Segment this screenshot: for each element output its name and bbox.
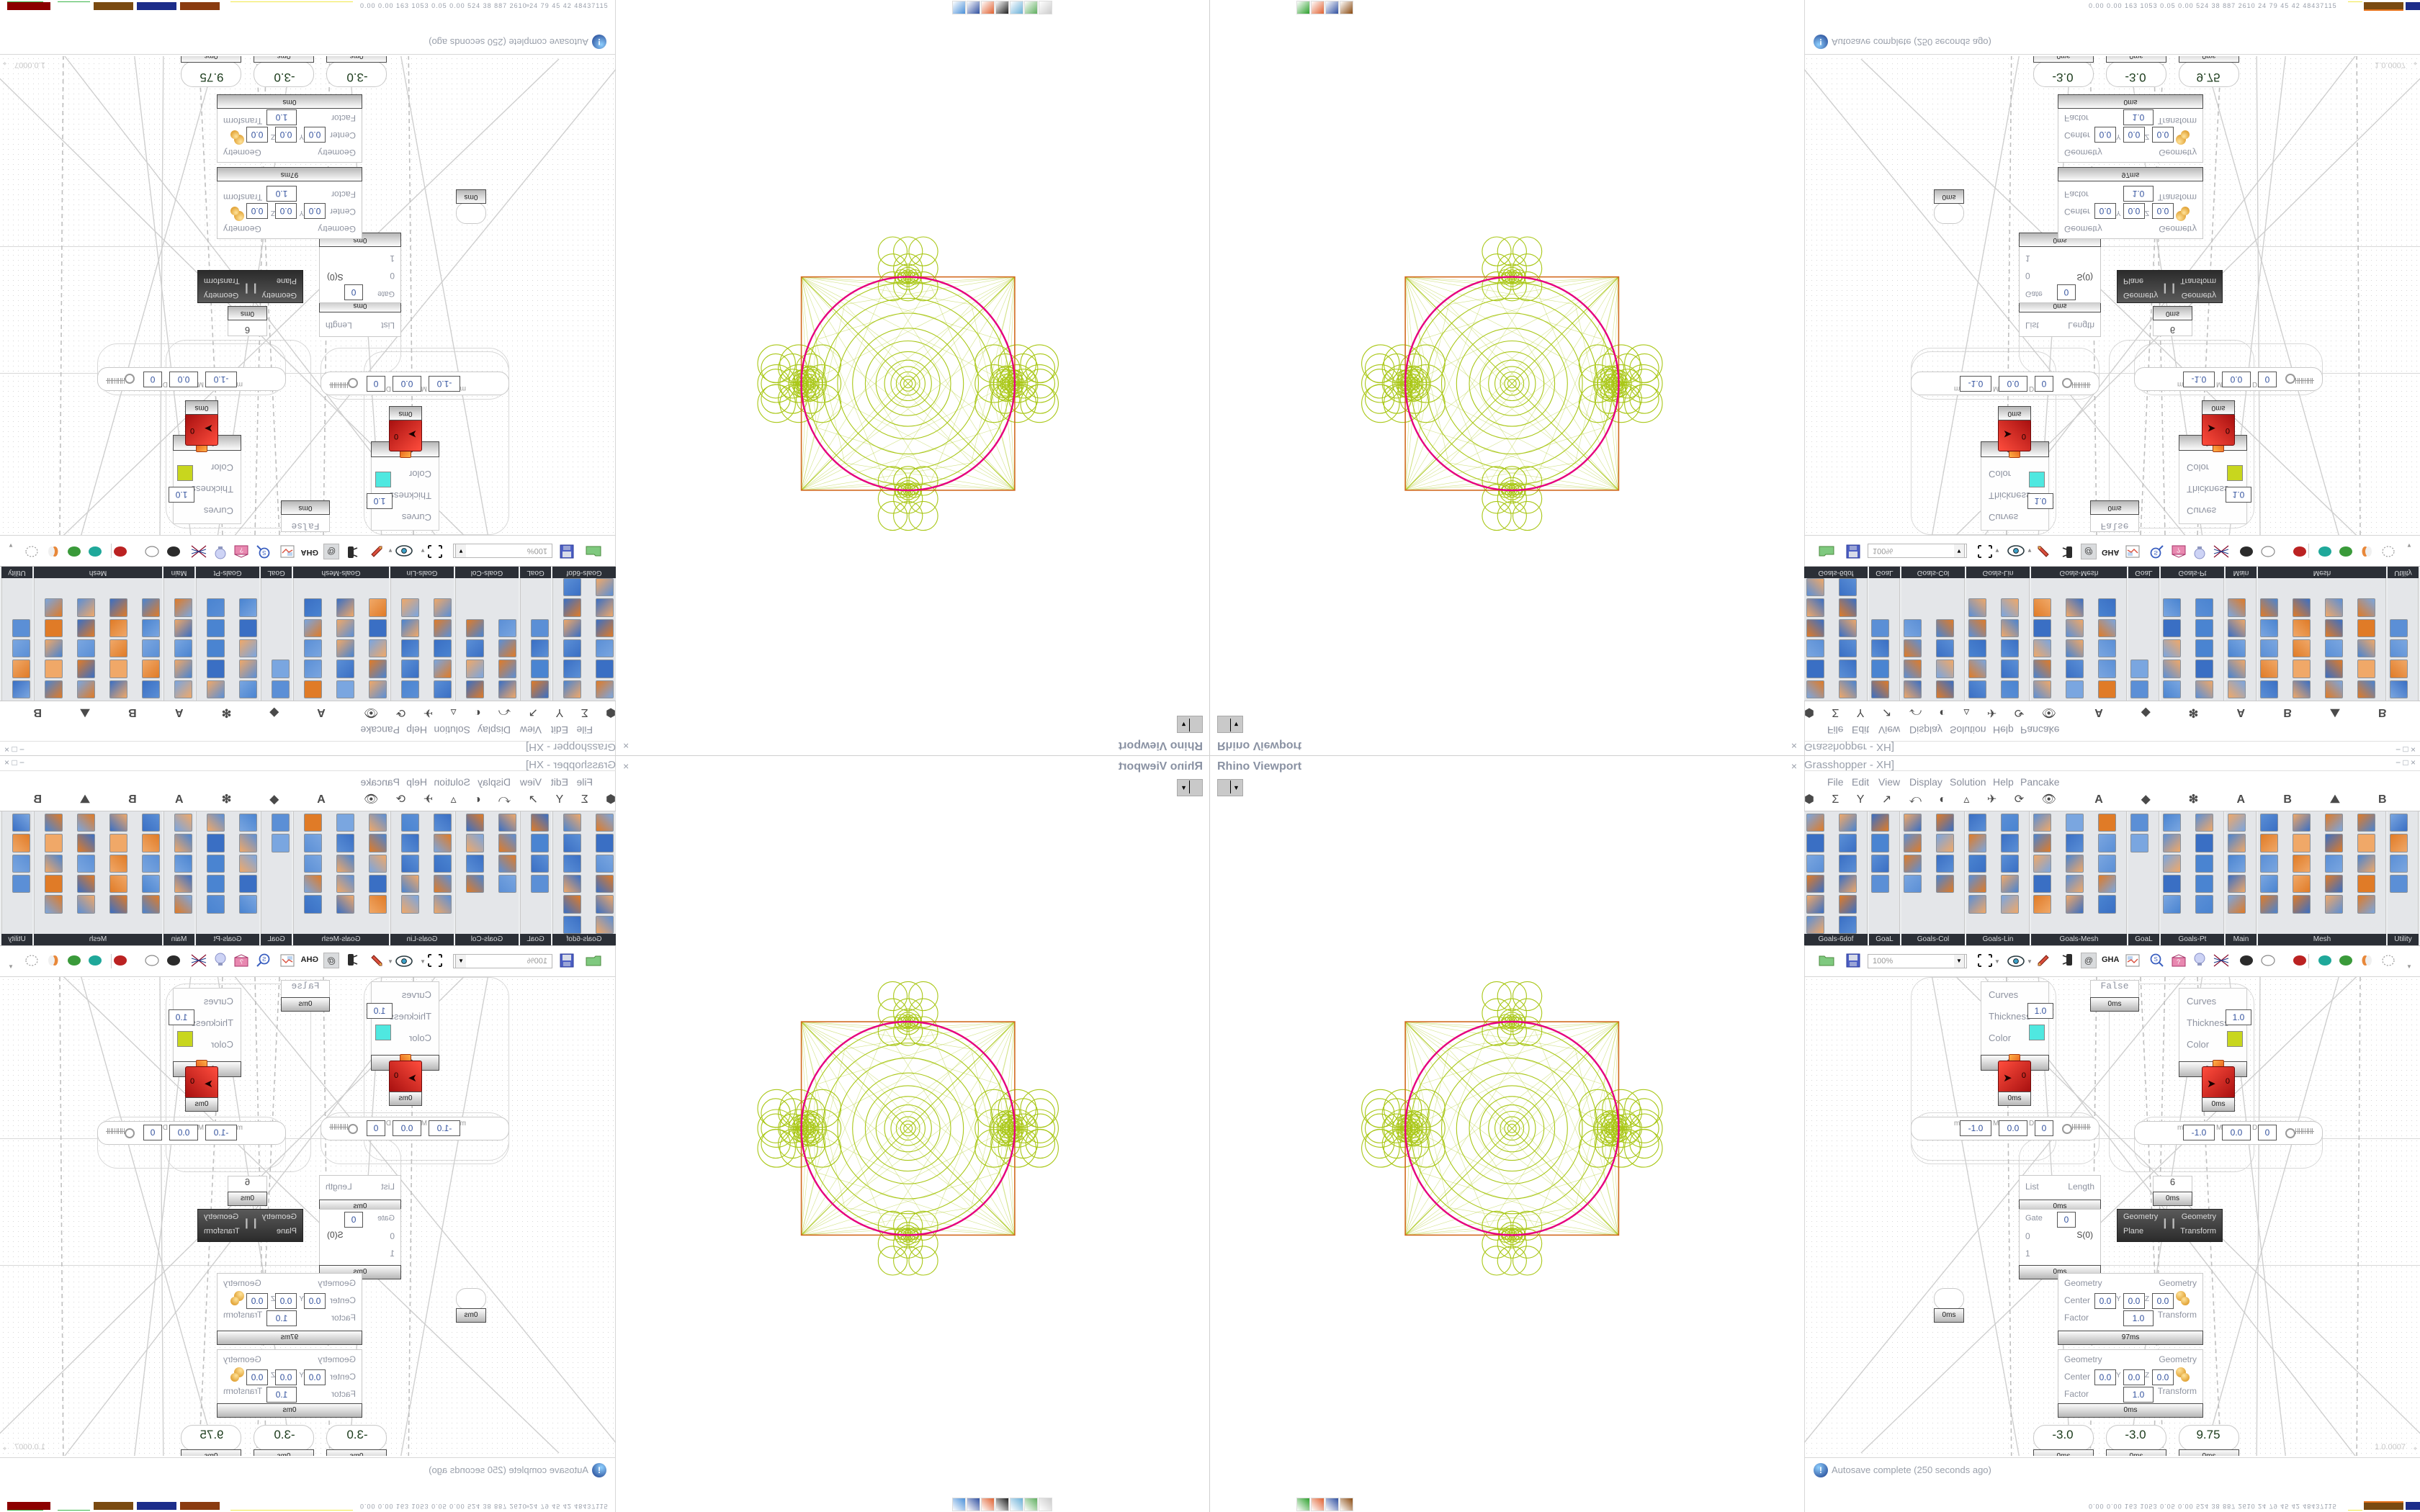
- svg-text:?: ?: [2177, 546, 2180, 554]
- svg-text:S: S: [262, 549, 266, 556]
- svg-text:S: S: [2154, 956, 2158, 963]
- svg-text:S: S: [2154, 549, 2158, 556]
- svg-text:?: ?: [2177, 958, 2180, 966]
- svg-text:S: S: [262, 956, 266, 963]
- svg-text:?: ?: [240, 958, 243, 966]
- svg-text:?: ?: [240, 546, 243, 554]
